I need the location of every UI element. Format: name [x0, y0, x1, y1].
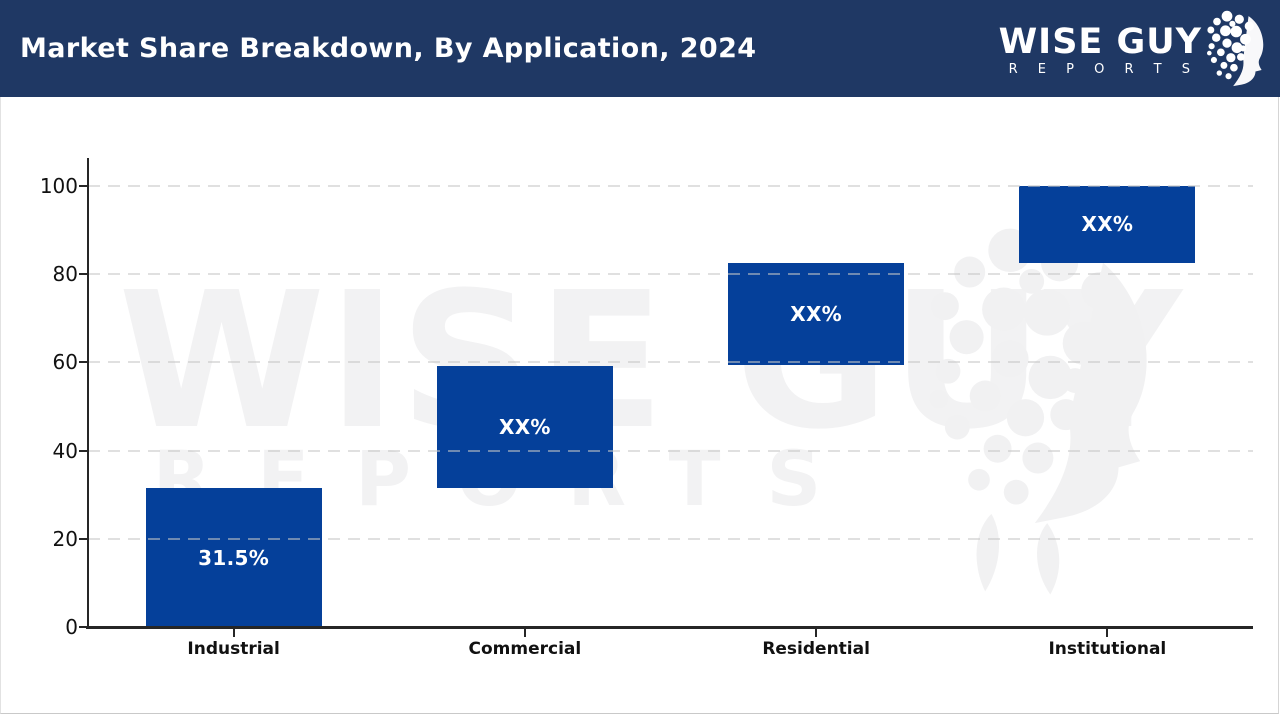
gridline-60 [88, 361, 1253, 364]
bar-value-label: XX% [498, 415, 551, 439]
gridline-80 [88, 273, 1253, 276]
y-tick-mark [79, 537, 88, 540]
y-tick-mark [79, 626, 88, 628]
gridline-100 [88, 185, 1253, 187]
bar-industrial: 31.5% [145, 488, 322, 627]
y-tick-mark [79, 361, 88, 364]
x-tick-mark [1106, 629, 1109, 637]
wise-guy-logo: WISE GUY R E P O R T S [999, 10, 1266, 90]
y-tick-label: 80 [52, 262, 78, 287]
gridline-20 [88, 537, 1253, 540]
bar-residential: XX% [728, 262, 905, 366]
x-axis-label-institutional: Institutional [1048, 639, 1167, 659]
x-tick-mark [523, 629, 526, 637]
y-tick-label: 100 [39, 174, 78, 198]
bar-value-label: XX% [790, 301, 843, 326]
y-tick-mark [79, 449, 88, 452]
bar-commercial: XX% [436, 365, 613, 489]
y-tick-mark [79, 273, 88, 276]
y-tick-label: 60 [52, 350, 78, 375]
y-axis-line [87, 158, 89, 629]
bar-value-label: 31.5% [198, 545, 270, 570]
x-tick-mark [232, 629, 235, 637]
x-axis-label-commercial: Commercial [468, 639, 582, 659]
x-tick-mark [815, 629, 818, 637]
bar-institutional: XX% [1019, 186, 1196, 263]
logo-head-icon [1207, 10, 1264, 87]
logo-subtitle: R E P O R T S [1008, 62, 1198, 77]
logo-text: WISE GUY R E P O R T S [999, 23, 1202, 77]
chart-title: Market Share Breakdown, By Application, … [20, 33, 757, 64]
gridline-40 [88, 449, 1253, 452]
header-band: Market Share Breakdown, By Application, … [0, 0, 1280, 97]
y-tick-label: 0 [65, 615, 78, 639]
bar-value-label: XX% [1081, 212, 1134, 237]
y-tick-label: 40 [52, 438, 78, 463]
y-tick-label: 20 [52, 526, 78, 551]
x-axis-label-industrial: Industrial [187, 639, 280, 659]
logo-wordmark: WISE GUY [998, 22, 1202, 62]
y-tick-mark [79, 185, 88, 187]
x-axis-line [86, 626, 1253, 629]
x-axis-label-residential: Residential [762, 639, 870, 659]
